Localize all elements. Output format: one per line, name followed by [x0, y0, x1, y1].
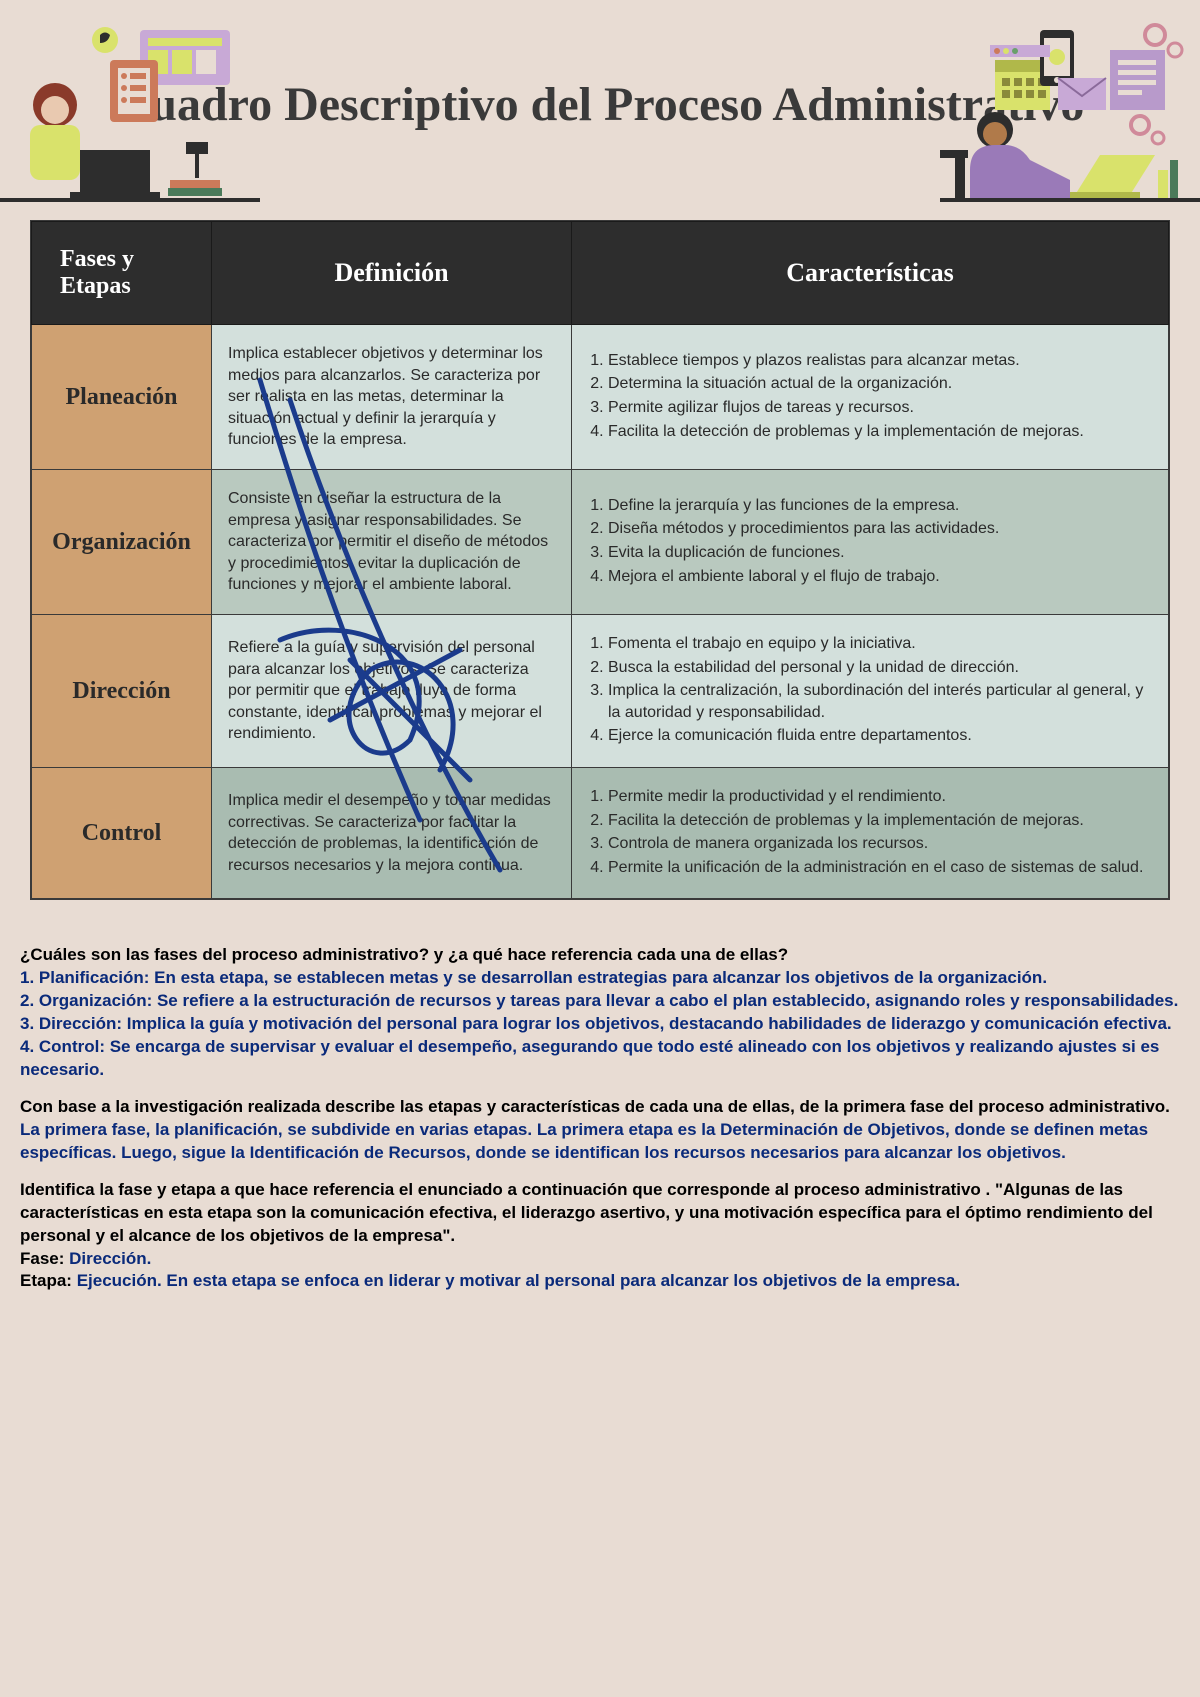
characteristic-item: Fomenta el trabajo en equipo y la inicia… — [608, 633, 1152, 655]
col-characteristics: Características — [572, 222, 1169, 325]
answer-2: La primera fase, la planificación, se su… — [20, 1119, 1180, 1165]
answer-1: 1. Planificación: En esta etapa, se esta… — [20, 967, 1180, 1082]
col-definition: Definición — [212, 222, 572, 325]
table-header-row: Fases y Etapas Definición Característica… — [32, 222, 1169, 325]
fase-label: Fase: — [20, 1249, 69, 1268]
phase-cell: Planeación — [32, 325, 212, 470]
answer-1-line: 1. Planificación: En esta etapa, se esta… — [20, 967, 1180, 990]
characteristic-item: Determina la situación actual de la orga… — [608, 373, 1152, 395]
characteristic-item: Facilita la detección de problemas y la … — [608, 421, 1152, 443]
characteristic-item: Busca la estabilidad del personal y la u… — [608, 657, 1152, 679]
characteristic-item: Permite medir la productividad y el rend… — [608, 786, 1152, 808]
illustration-left — [0, 10, 260, 210]
table-container: Fases y Etapas Definición Característica… — [0, 220, 1200, 900]
table-row: PlaneaciónImplica establecer objetivos y… — [32, 325, 1169, 470]
definition-cell: Refiere a la guía y supervisión del pers… — [212, 614, 572, 767]
qa-section: ¿Cuáles son las fases del proceso admini… — [0, 920, 1200, 1323]
fase-value: Dirección. — [69, 1249, 151, 1268]
definition-cell: Implica medir el desempeño y tomar medid… — [212, 767, 572, 898]
question-1: ¿Cuáles son las fases del proceso admini… — [20, 944, 1180, 967]
table-row: OrganizaciónConsiste en diseñar la estru… — [32, 469, 1169, 614]
characteristic-item: Controla de manera organizada los recurs… — [608, 833, 1152, 855]
characteristic-item: Permite agilizar flujos de tareas y recu… — [608, 397, 1152, 419]
illustration-right — [940, 10, 1200, 210]
answer-1-line: 4. Control: Se encarga de supervisar y e… — [20, 1036, 1180, 1082]
characteristic-item: Ejerce la comunicación fluida entre depa… — [608, 725, 1152, 747]
definition-cell: Implica establecer objetivos y determina… — [212, 325, 572, 470]
characteristics-cell: Fomenta el trabajo en equipo y la inicia… — [572, 614, 1169, 767]
characteristics-cell: Establece tiempos y plazos realistas par… — [572, 325, 1169, 470]
characteristic-item: Establece tiempos y plazos realistas par… — [608, 350, 1152, 372]
table: Fases y Etapas Definición Característica… — [30, 220, 1170, 900]
characteristics-cell: Define la jerarquía y las funciones de l… — [572, 469, 1169, 614]
question-2: Con base a la investigación realizada de… — [20, 1096, 1180, 1119]
answer-3-etapa: Etapa: Ejecución. En esta etapa se enfoc… — [20, 1270, 1180, 1293]
characteristic-item: Define la jerarquía y las funciones de l… — [608, 495, 1152, 517]
characteristic-item: Mejora el ambiente laboral y el flujo de… — [608, 566, 1152, 588]
question-3: Identifica la fase y etapa a que hace re… — [20, 1179, 1180, 1248]
answer-3-fase: Fase: Dirección. — [20, 1248, 1180, 1271]
header: Cuadro Descriptivo del Proceso Administr… — [0, 0, 1200, 210]
characteristic-item: Diseña métodos y procedimientos para las… — [608, 518, 1152, 540]
phase-cell: Dirección — [32, 614, 212, 767]
etapa-label: Etapa: — [20, 1271, 77, 1290]
characteristic-item: Evita la duplicación de funciones. — [608, 542, 1152, 564]
answer-1-line: 3. Dirección: Implica la guía y motivaci… — [20, 1013, 1180, 1036]
table-row: DirecciónRefiere a la guía y supervisión… — [32, 614, 1169, 767]
characteristics-cell: Permite medir la productividad y el rend… — [572, 767, 1169, 898]
characteristic-item: Facilita la detección de problemas y la … — [608, 810, 1152, 832]
characteristic-item: Implica la centralización, la subordinac… — [608, 680, 1152, 723]
phase-cell: Organización — [32, 469, 212, 614]
etapa-value: Ejecución. En esta etapa se enfoca en li… — [77, 1271, 960, 1290]
col-phases: Fases y Etapas — [32, 222, 212, 325]
answer-1-line: 2. Organización: Se refiere a la estruct… — [20, 990, 1180, 1013]
characteristic-item: Permite la unificación de la administrac… — [608, 857, 1152, 879]
phase-cell: Control — [32, 767, 212, 898]
definition-cell: Consiste en diseñar la estructura de la … — [212, 469, 572, 614]
table-row: ControlImplica medir el desempeño y toma… — [32, 767, 1169, 898]
